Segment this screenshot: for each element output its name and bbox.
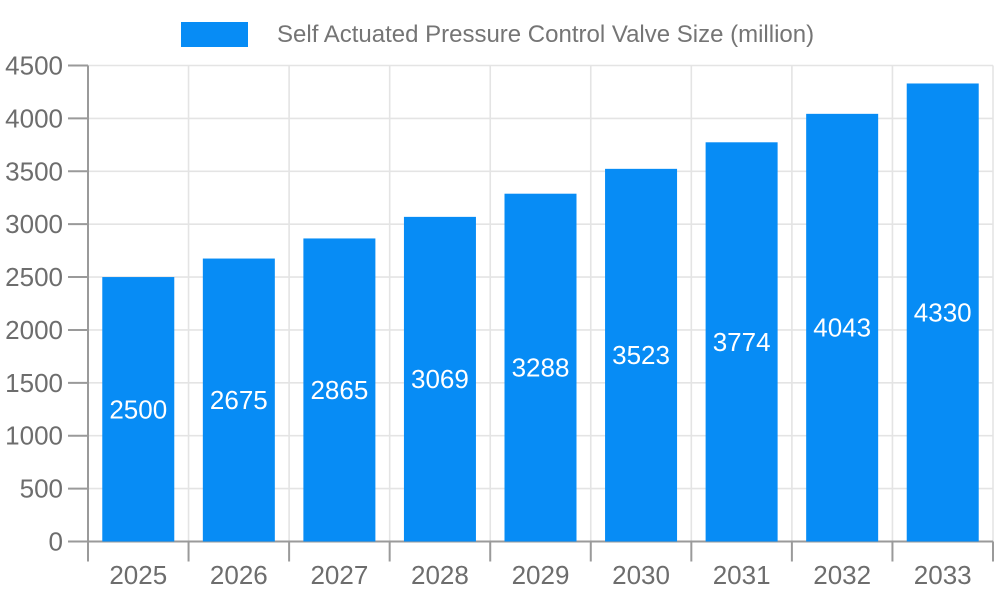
y-axis-tick-label: 4500 <box>5 51 63 81</box>
x-axis-tick-label: 2025 <box>109 560 167 590</box>
bar-2033[interactable] <box>906 83 979 542</box>
y-axis-tick-label: 4000 <box>5 103 63 133</box>
bar-value-label: 2675 <box>210 385 268 415</box>
y-axis-tick-label: 3000 <box>5 209 63 239</box>
bar-2027[interactable] <box>303 238 376 542</box>
bar-value-label: 2865 <box>310 375 368 405</box>
bar-2028[interactable] <box>403 216 476 542</box>
x-axis-tick-label: 2026 <box>210 560 268 590</box>
bar-value-label: 3774 <box>713 327 771 357</box>
legend-swatch <box>181 22 248 47</box>
x-axis-tick-label: 2027 <box>310 560 368 590</box>
y-axis-tick-label: 2500 <box>5 262 63 292</box>
x-axis-tick-label: 2030 <box>612 560 670 590</box>
y-axis-tick-label: 0 <box>49 527 63 557</box>
bar-value-label: 3523 <box>612 340 670 370</box>
x-axis-tick-label: 2029 <box>512 560 570 590</box>
bar-value-label: 3288 <box>512 353 570 383</box>
bar-2029[interactable] <box>504 193 577 542</box>
bar-2031[interactable] <box>705 142 778 542</box>
bar-value-label: 4330 <box>914 297 972 327</box>
x-axis-tick-label: 2032 <box>813 560 871 590</box>
bar-2025[interactable] <box>102 277 175 542</box>
bar-2026[interactable] <box>202 258 275 542</box>
bar-value-label: 3069 <box>411 364 469 394</box>
y-axis-tick-label: 3500 <box>5 156 63 186</box>
bar-2030[interactable] <box>605 168 678 542</box>
y-axis-tick-label: 1000 <box>5 421 63 451</box>
x-axis-tick-label: 2033 <box>914 560 972 590</box>
bar-2032[interactable] <box>806 113 879 542</box>
bar-value-label: 4043 <box>813 313 871 343</box>
y-axis-tick-label: 1500 <box>5 368 63 398</box>
bar-value-label: 2500 <box>109 394 167 424</box>
x-axis-tick-label: 2031 <box>713 560 771 590</box>
legend-item[interactable]: Self Actuated Pressure Control Valve Siz… <box>181 22 814 47</box>
x-axis-tick-label: 2028 <box>411 560 469 590</box>
y-axis-tick-label: 500 <box>20 474 63 504</box>
y-axis-tick-label: 2000 <box>5 315 63 345</box>
legend-label: Self Actuated Pressure Control Valve Siz… <box>277 21 815 48</box>
